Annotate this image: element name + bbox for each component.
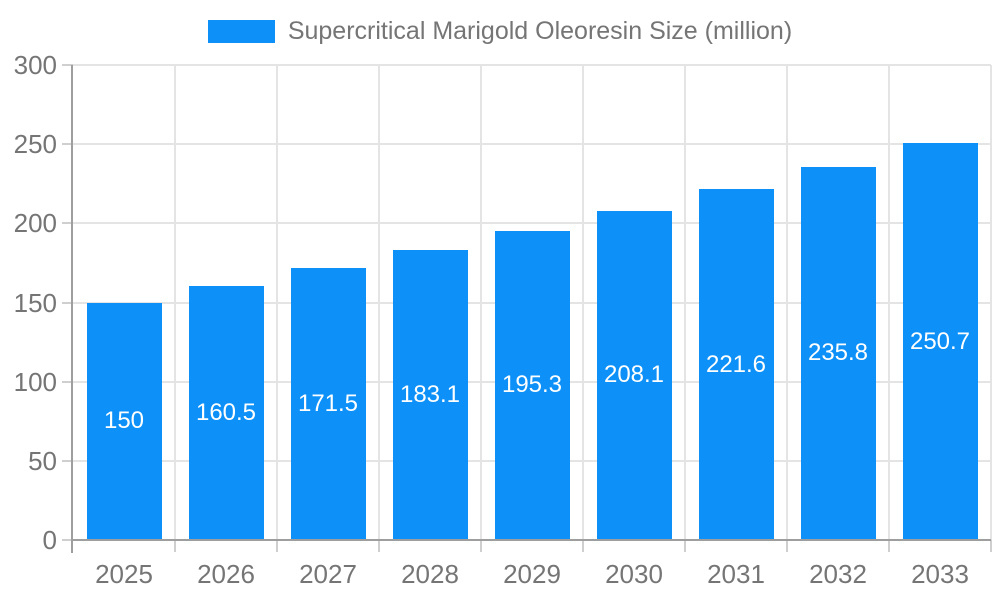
bar-value-label: 150 <box>103 407 145 435</box>
y-tick <box>62 301 73 304</box>
x-tick <box>480 540 482 552</box>
bar-value-label: 235.8 <box>807 339 869 367</box>
bar-value-label: 160.5 <box>195 398 257 426</box>
y-axis-line <box>71 65 73 553</box>
x-axis-label: 2028 <box>401 559 459 589</box>
y-tick <box>62 143 73 146</box>
x-tick <box>378 540 380 552</box>
x-tick <box>888 540 890 552</box>
x-tick <box>276 540 278 552</box>
x-axis-label: 2032 <box>809 559 867 589</box>
bar[interactable] <box>392 250 468 540</box>
bar-value-label: 250.7 <box>909 327 971 355</box>
bar-value-label: 221.6 <box>705 350 767 378</box>
v-gridline <box>684 65 686 540</box>
bar-value-label: 208.1 <box>603 361 665 389</box>
x-axis-label: 2033 <box>911 559 969 589</box>
x-axis-label: 2031 <box>707 559 765 589</box>
bar[interactable] <box>800 166 876 540</box>
v-gridline <box>174 65 176 540</box>
bar[interactable] <box>188 285 264 540</box>
x-tick <box>174 540 176 552</box>
legend-label: Supercritical Marigold Oleoresin Size (m… <box>287 16 793 45</box>
bar[interactable] <box>902 143 978 540</box>
legend-swatch <box>207 19 275 43</box>
x-tick <box>684 540 686 552</box>
y-axis-label: 0 <box>42 525 57 555</box>
bar[interactable] <box>494 230 570 540</box>
v-gridline <box>378 65 380 540</box>
x-tick <box>786 540 788 552</box>
v-gridline <box>888 65 890 540</box>
bar-value-label: 183.1 <box>399 381 461 409</box>
v-gridline <box>786 65 788 540</box>
bar[interactable] <box>698 189 774 540</box>
chart-legend[interactable]: Supercritical Marigold Oleoresin Size (m… <box>0 16 1000 46</box>
v-gridline <box>582 65 584 540</box>
h-gridline <box>73 64 991 66</box>
v-gridline <box>276 65 278 540</box>
y-axis-label: 200 <box>13 208 57 239</box>
h-gridline <box>73 143 991 146</box>
bar-value-label: 171.5 <box>297 390 359 418</box>
y-tick <box>62 222 73 225</box>
y-tick <box>62 539 73 541</box>
y-tick <box>62 459 73 462</box>
v-gridline <box>990 65 992 540</box>
y-tick <box>62 64 73 66</box>
x-tick <box>582 540 584 552</box>
x-axis-label: 2025 <box>95 559 153 589</box>
x-axis-label: 2027 <box>299 559 357 589</box>
bar-value-label: 195.3 <box>501 371 563 399</box>
y-tick <box>62 380 73 383</box>
x-axis-label: 2030 <box>605 559 663 589</box>
y-axis-label: 100 <box>13 366 57 397</box>
v-gridline <box>480 65 482 540</box>
bar[interactable] <box>596 210 672 540</box>
bar[interactable] <box>86 302 162 540</box>
y-axis-label: 150 <box>13 287 57 318</box>
x-axis-label: 2029 <box>503 559 561 589</box>
h-gridline <box>73 222 991 225</box>
x-axis-line <box>71 539 991 541</box>
bar[interactable] <box>290 268 366 540</box>
y-axis-label: 50 <box>28 445 57 476</box>
y-axis-label: 250 <box>13 129 57 160</box>
x-axis-label: 2026 <box>197 559 255 589</box>
y-axis-label: 300 <box>13 50 57 80</box>
x-tick <box>990 540 992 552</box>
